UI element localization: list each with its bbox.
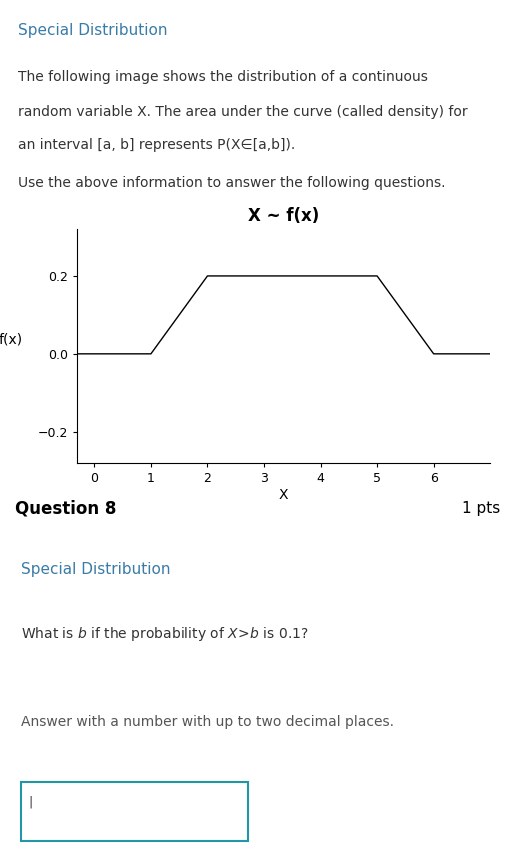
Text: Special Distribution: Special Distribution	[21, 562, 170, 577]
X-axis label: X: X	[279, 488, 288, 502]
Y-axis label: f(x): f(x)	[0, 332, 22, 346]
FancyBboxPatch shape	[21, 781, 248, 841]
Text: 1 pts: 1 pts	[462, 501, 501, 516]
Text: Use the above information to answer the following questions.: Use the above information to answer the …	[18, 175, 445, 189]
Text: an interval [a, b] represents P(X∈[a,b]).: an interval [a, b] represents P(X∈[a,b])…	[18, 139, 295, 153]
Text: The following image shows the distribution of a continuous: The following image shows the distributi…	[18, 70, 428, 84]
Title: X ~ f(x): X ~ f(x)	[248, 207, 319, 225]
Text: |: |	[28, 795, 33, 808]
Text: Question 8: Question 8	[15, 499, 117, 517]
Text: random variable X. The area under the curve (called density) for: random variable X. The area under the cu…	[18, 105, 467, 119]
Text: Special Distribution: Special Distribution	[18, 23, 168, 38]
Text: Answer with a number with up to two decimal places.: Answer with a number with up to two deci…	[21, 715, 394, 729]
Text: What is $b$ if the probability of $X\!>\!b$ is 0.1?: What is $b$ if the probability of $X\!>\…	[21, 625, 308, 643]
